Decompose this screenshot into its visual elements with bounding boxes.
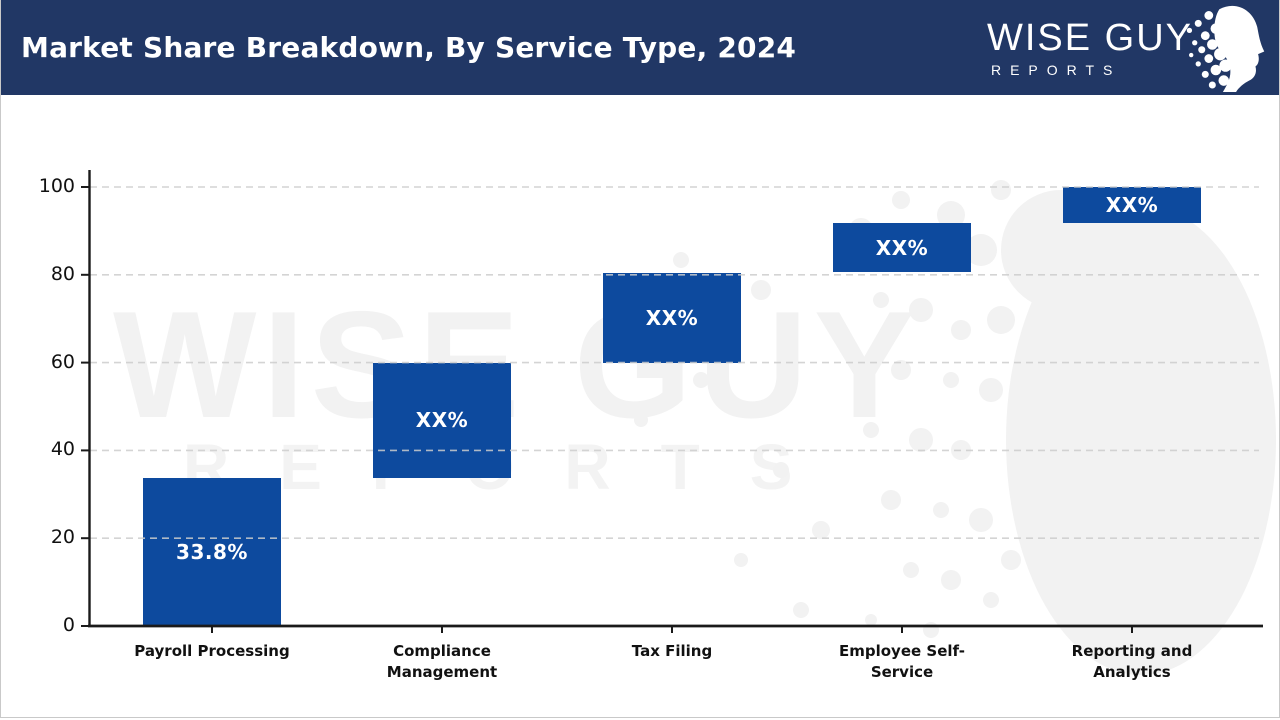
- logo-face-icon: [1186, 5, 1265, 92]
- logo-text: WISE GUY REPORTS: [987, 19, 1193, 77]
- logo-primary-text: WISE GUY: [986, 16, 1193, 59]
- wise-guy-reports-logo: WISE GUY REPORTS: [987, 4, 1279, 92]
- logo-secondary-text: REPORTS: [990, 61, 1122, 78]
- header-band: Market Share Breakdown, By Service Type,…: [1, 0, 1279, 95]
- page-title: Market Share Breakdown, By Service Type,…: [21, 31, 797, 64]
- watermark-text: WISE GUY: [113, 280, 922, 450]
